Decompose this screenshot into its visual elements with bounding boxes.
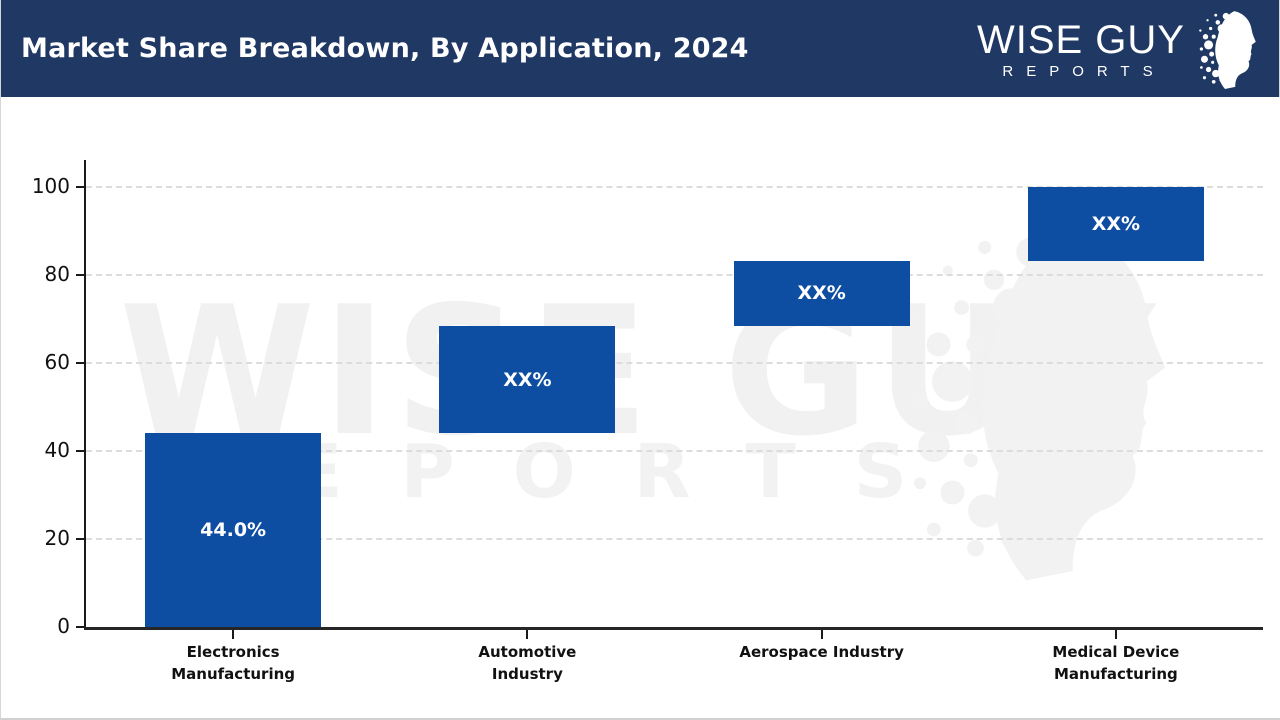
x-axis-tick-2 [526, 630, 529, 639]
y-axis-tick-60 [76, 362, 86, 364]
y-axis-tick-label: 100 [31, 174, 70, 198]
bar-4: XX% [1027, 187, 1204, 261]
y-axis-tick-label: 60 [44, 350, 70, 374]
x-axis-tick-4 [1114, 630, 1117, 639]
bar-1: 44.0% [145, 433, 322, 627]
bar-value-label: 44.0% [200, 519, 267, 542]
category-label: Electronics Manufacturing [171, 643, 295, 683]
x-axis-line [84, 627, 1263, 630]
gridline-40 [86, 450, 1263, 452]
gridline-20 [86, 538, 1263, 540]
logo-text: WISE GUY REPORTS [977, 19, 1185, 80]
category-label: Medical Device Manufacturing [1052, 643, 1180, 683]
wise-guy-reports-logo: WISE GUY REPORTS [977, 6, 1265, 92]
y-axis-tick-100 [76, 186, 86, 188]
watermark-face-icon [909, 228, 1166, 581]
x-axis-tick-1 [232, 630, 235, 639]
logo-face-icon [1199, 11, 1256, 89]
y-axis-tick-label: 20 [44, 526, 70, 550]
gridline-60 [86, 362, 1263, 364]
watermark-wordmark: WISE GUY [119, 268, 1161, 475]
y-axis-tick-80 [76, 274, 86, 276]
bar-3: XX% [733, 260, 910, 327]
logo-wordmark: WISE GUY [976, 17, 1185, 62]
waterfall-chart: 0 20 40 60 80 100 44.0% Electronics Manufacturi… [1, 97, 1280, 718]
logo-subtitle: REPORTS [1002, 62, 1166, 80]
header-bar: Market Share Breakdown, By Application, … [1, 0, 1279, 97]
y-axis-tick-20 [76, 538, 86, 540]
bar-value-label: XX% [797, 282, 846, 305]
bar-2: XX% [439, 326, 616, 434]
page-title: Market Share Breakdown, By Application, … [21, 33, 749, 64]
chart-canvas: WISE GUY REPORTS 0 20 40 60 80 100 44.0% Electr… [1, 97, 1280, 718]
gridline-100 [86, 186, 1263, 188]
category-label: Automotive Industry [478, 643, 577, 683]
x-axis-tick-3 [820, 630, 823, 639]
bar-value-label: XX% [503, 368, 552, 391]
bar-value-label: XX% [1091, 212, 1141, 235]
y-axis-tick-40 [76, 450, 86, 452]
y-axis-line [84, 160, 86, 630]
y-axis-tick-label: 0 [57, 614, 70, 638]
gridline-80 [86, 274, 1263, 276]
y-axis-tick-label: 80 [44, 262, 70, 286]
category-label: Aerospace Industry [739, 643, 904, 661]
y-axis-tick-0 [76, 626, 86, 628]
y-axis-tick-label: 40 [44, 438, 70, 462]
